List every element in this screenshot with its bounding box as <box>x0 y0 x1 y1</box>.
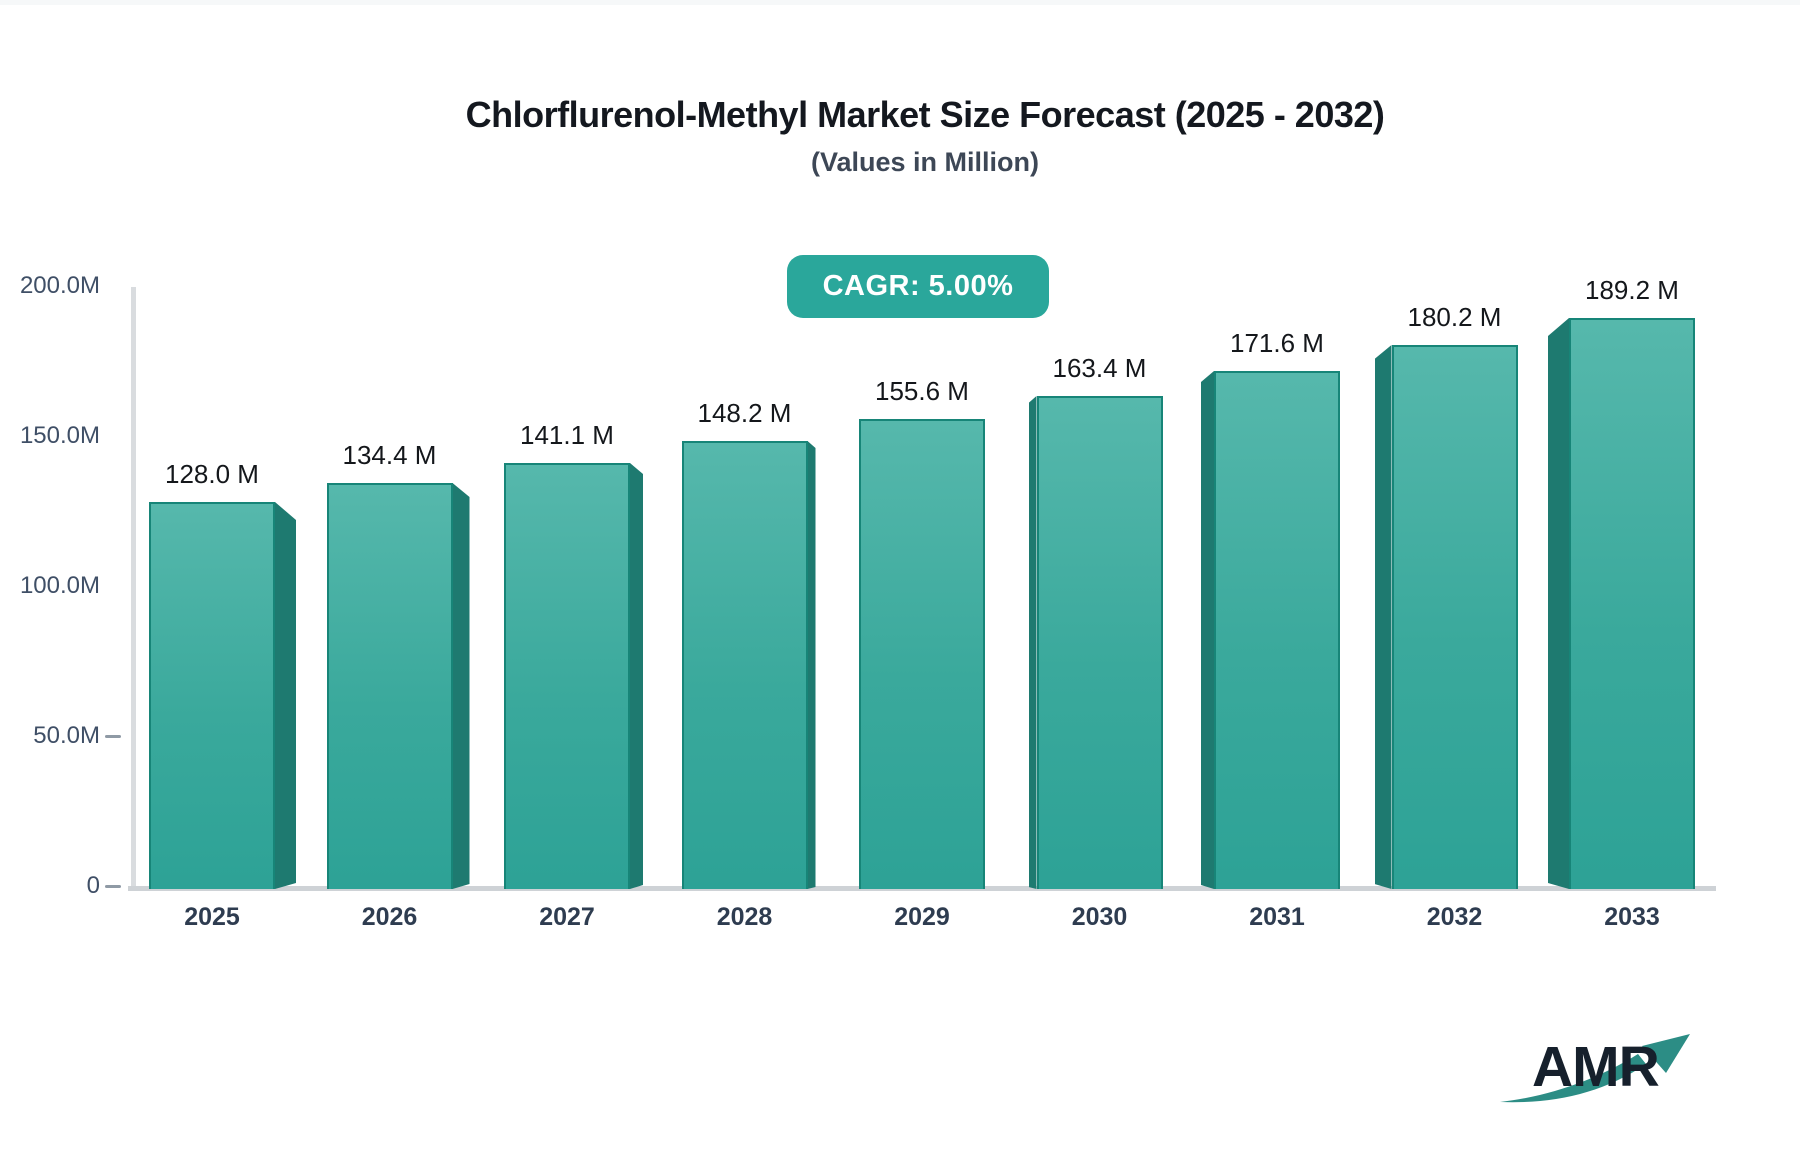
y-axis-line <box>131 287 136 889</box>
bar-2025[interactable] <box>149 502 275 889</box>
amr-logo-arrow-icon <box>1500 1034 1690 1103</box>
bar-2029[interactable] <box>859 419 985 889</box>
x-axis-label-2033: 2033 <box>1604 903 1660 931</box>
y-axis-tick-label: 0 <box>86 872 100 899</box>
bar-2031[interactable] <box>1214 371 1340 889</box>
bar-2032[interactable] <box>1391 345 1518 889</box>
x-axis-label-2026: 2026 <box>361 903 418 931</box>
amr-logo: AMR <box>1490 1026 1720 1116</box>
x-axis-label-2032: 2032 <box>1426 903 1483 931</box>
chart-subtitle: (Values in Million) <box>810 147 1040 177</box>
bar-value-label: 141.1 M <box>520 420 614 450</box>
bar-side-face <box>1029 396 1037 889</box>
bar-value-label: 134.4 M <box>342 440 437 470</box>
y-axis-tick-label: 100.0M <box>19 572 100 599</box>
bar-side-face <box>1375 345 1392 889</box>
bar-2033[interactable] <box>1569 318 1695 889</box>
chart-title: Chlorflurenol-Methyl Market Size Forecas… <box>465 94 1385 135</box>
bar-value-label: 171.6 M <box>1230 328 1324 358</box>
x-axis-label-2030: 2030 <box>1071 903 1128 931</box>
x-axis-label-2029: 2029 <box>894 903 950 931</box>
cagr-badge: CAGR: 5.00% <box>787 255 1049 318</box>
bar-value-label: 189.2 M <box>1585 275 1679 305</box>
x-axis-label-2028: 2028 <box>716 903 773 931</box>
bar-value-label: 148.2 M <box>697 398 792 428</box>
y-axis-tick-label: 50.0M <box>33 722 100 749</box>
top-border-band <box>0 0 1800 5</box>
bar-side-face <box>630 463 643 889</box>
x-axis-label-2025: 2025 <box>184 903 240 931</box>
x-axis-label-2027: 2027 <box>539 903 595 931</box>
y-axis-tick-mark <box>105 735 121 738</box>
y-axis-tick-label: 200.0M <box>19 272 100 299</box>
y-axis-tick-label: 150.0M <box>19 422 100 449</box>
bar-value-label: 128.0 M <box>165 459 259 489</box>
bar-2026[interactable] <box>326 483 453 889</box>
bar-side-face <box>453 483 470 889</box>
bar-value-label: 155.6 M <box>875 376 969 406</box>
y-axis-tick-mark <box>105 885 121 888</box>
bar-side-face <box>275 502 296 889</box>
x-axis-label-2031: 2031 <box>1249 903 1305 931</box>
bar-2028[interactable] <box>681 441 808 889</box>
bar-side-face <box>1548 318 1569 889</box>
bar-side-face <box>1201 371 1214 889</box>
amr-logo-text: AMR <box>1532 1035 1660 1099</box>
bar-2027[interactable] <box>504 463 630 889</box>
bar-2030[interactable] <box>1036 396 1163 889</box>
bar-value-label: 180.2 M <box>1407 302 1502 332</box>
bar-value-label: 163.4 M <box>1052 353 1147 383</box>
bar-side-face <box>808 441 816 889</box>
